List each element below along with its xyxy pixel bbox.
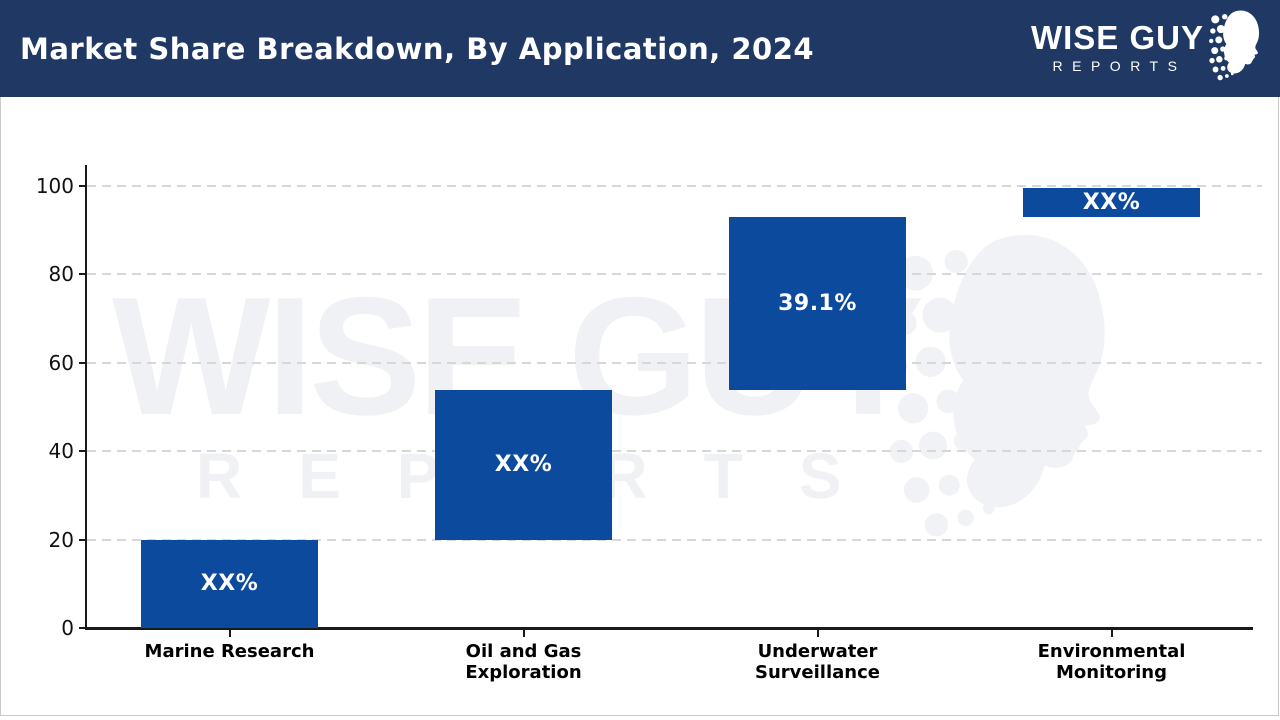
y-tick-label: 0 bbox=[61, 616, 74, 640]
y-tick-label: 40 bbox=[48, 439, 74, 464]
x-category-label: Marine Research bbox=[144, 641, 315, 662]
gridline-100 bbox=[87, 185, 1262, 187]
y-tick-20 bbox=[79, 538, 86, 541]
gridline-40 bbox=[87, 450, 1262, 453]
bar-1: XX% bbox=[141, 539, 318, 628]
gridline-80 bbox=[87, 273, 1262, 276]
logo-reports-text: REPORTS bbox=[1052, 58, 1187, 74]
x-tick-1 bbox=[228, 630, 231, 637]
y-tick-label: 60 bbox=[48, 350, 74, 375]
bar-value-label: XX% bbox=[1082, 190, 1141, 216]
bar-4: XX% bbox=[1023, 188, 1200, 218]
brand-logo: WISE GUY REPORTS bbox=[1030, 6, 1272, 91]
y-tick-label: 80 bbox=[48, 262, 74, 287]
x-category-label: Oil and Gas Exploration bbox=[465, 641, 582, 683]
y-tick-60 bbox=[79, 361, 86, 364]
bar-value-label: 39.1% bbox=[778, 291, 857, 317]
y-tick-label: 100 bbox=[35, 174, 74, 198]
y-tick-40 bbox=[79, 450, 86, 453]
bar-value-label: XX% bbox=[200, 571, 259, 597]
y-tick-label: 20 bbox=[48, 527, 74, 552]
y-axis bbox=[85, 165, 87, 630]
x-tick-3 bbox=[816, 630, 819, 637]
x-category-label: Environmental Monitoring bbox=[1037, 641, 1186, 683]
wiseguy-head-icon bbox=[1209, 10, 1260, 81]
header-bar: Market Share Breakdown, By Application, … bbox=[0, 0, 1280, 97]
x-axis bbox=[85, 627, 1253, 630]
bar-value-label: XX% bbox=[494, 452, 553, 478]
logo-wiseguy-text: WISE GUY bbox=[1030, 19, 1204, 56]
y-tick-100 bbox=[79, 185, 86, 187]
bar-2: XX% bbox=[435, 390, 612, 540]
bar-3: 39.1% bbox=[729, 217, 906, 391]
gridline-60 bbox=[87, 361, 1262, 364]
y-tick-80 bbox=[79, 273, 86, 276]
x-category-label: Underwater Surveillance bbox=[755, 641, 880, 683]
x-tick-4 bbox=[1110, 630, 1113, 637]
x-tick-2 bbox=[522, 630, 525, 637]
gridline-20 bbox=[87, 538, 1262, 541]
page-title: Market Share Breakdown, By Application, … bbox=[20, 31, 815, 66]
y-tick-0 bbox=[79, 627, 86, 629]
brand-logo-text: WISE GUY REPORTS bbox=[1030, 19, 1204, 75]
